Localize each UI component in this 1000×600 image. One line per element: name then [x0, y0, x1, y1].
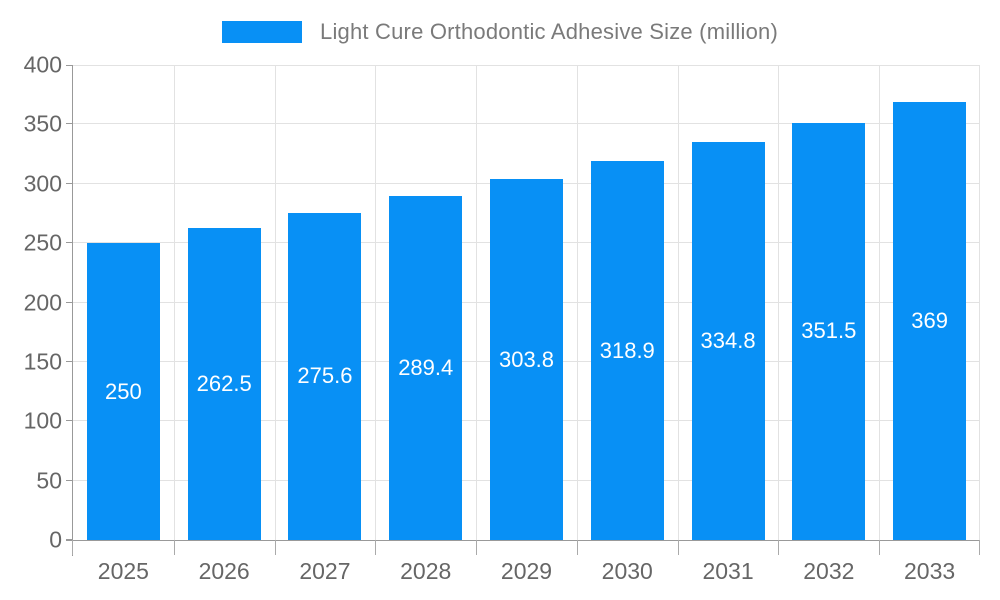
y-tick-label: 100: [23, 407, 62, 434]
x-tick-label: 2027: [299, 558, 351, 584]
bar-value-label: 318.9: [599, 337, 655, 363]
x-axis-tick: [173, 540, 175, 555]
bar-value-label: 289.4: [398, 355, 454, 381]
gridline-vertical: [375, 65, 377, 540]
bar-value-label: 351.5: [801, 318, 857, 344]
y-axis-tick: [66, 182, 72, 184]
y-tick-label: 250: [23, 229, 62, 256]
bar[interactable]: [590, 161, 664, 540]
gridline-horizontal: [73, 123, 980, 125]
x-tick-label: 2030: [601, 558, 653, 584]
y-axis-tick: [66, 123, 72, 125]
x-axis-tick: [677, 540, 679, 555]
x-axis-tick: [72, 540, 73, 555]
x-tick-label: 2031: [702, 558, 754, 584]
gridline-vertical: [979, 65, 980, 540]
bar-value-label: 262.5: [196, 371, 252, 397]
y-tick-label: 50: [36, 467, 62, 494]
x-tick-label: 2032: [803, 558, 855, 584]
x-axis-tick: [274, 540, 276, 555]
y-axis-line: [72, 65, 73, 556]
x-tick-label: 2033: [904, 558, 956, 584]
gridline-vertical: [677, 65, 679, 540]
bar[interactable]: [691, 142, 765, 540]
y-axis-tick: [66, 242, 72, 244]
legend-label[interactable]: Light Cure Orthodontic Adhesive Size (mi…: [320, 19, 778, 44]
x-tick-label: 2026: [198, 558, 250, 584]
y-axis-tick: [66, 420, 72, 422]
y-axis-tick: [66, 539, 72, 540]
bar[interactable]: [490, 179, 563, 540]
x-axis-tick: [476, 540, 478, 555]
gridline-horizontal: [73, 65, 980, 66]
gridline-vertical: [576, 65, 578, 540]
y-tick-label: 0: [49, 526, 62, 553]
bar[interactable]: [893, 101, 967, 540]
y-axis-tick: [66, 479, 72, 481]
y-axis-tick: [66, 65, 72, 66]
x-tick-label: 2025: [97, 558, 149, 584]
bar-value-label: 303.8: [498, 346, 555, 372]
legend-swatch[interactable]: [222, 21, 303, 43]
gridline-vertical: [778, 65, 780, 540]
gridline-vertical: [173, 65, 175, 540]
x-tick-label: 2028: [400, 558, 452, 584]
bar-value-label: 250: [105, 378, 142, 404]
x-axis-tick: [375, 540, 377, 555]
y-tick-label: 200: [23, 289, 62, 315]
y-axis-tick: [66, 301, 72, 303]
y-tick-label: 350: [23, 110, 62, 137]
y-tick-label: 150: [23, 348, 62, 375]
bar-value-label: 369: [911, 307, 948, 333]
bar-value-label: 275.6: [297, 363, 353, 389]
y-axis-tick: [66, 360, 72, 362]
x-axis-tick: [879, 540, 881, 555]
bar[interactable]: [288, 212, 362, 540]
bar[interactable]: [792, 122, 866, 540]
x-tick-label: 2029: [500, 558, 553, 584]
x-axis-tick: [576, 540, 578, 555]
y-tick-label: 400: [23, 51, 62, 78]
bar[interactable]: [389, 196, 463, 540]
x-axis-tick: [778, 540, 780, 555]
y-tick-label: 300: [23, 170, 62, 197]
x-axis-tick: [979, 540, 980, 555]
x-axis-line: [66, 540, 980, 541]
bar-value-label: 334.8: [700, 328, 756, 354]
chart-legend[interactable]: Light Cure Orthodontic Adhesive Size (mi…: [0, 16, 1000, 48]
gridline-vertical: [274, 65, 276, 540]
gridline-vertical: [879, 65, 881, 540]
plot-area: 0 50 100 150 200 250 300 350 400 250 2025 262.5 2026…: [24, 52, 980, 584]
bar[interactable]: [86, 243, 160, 540]
bar[interactable]: [187, 228, 261, 540]
gridline-vertical: [476, 65, 478, 540]
